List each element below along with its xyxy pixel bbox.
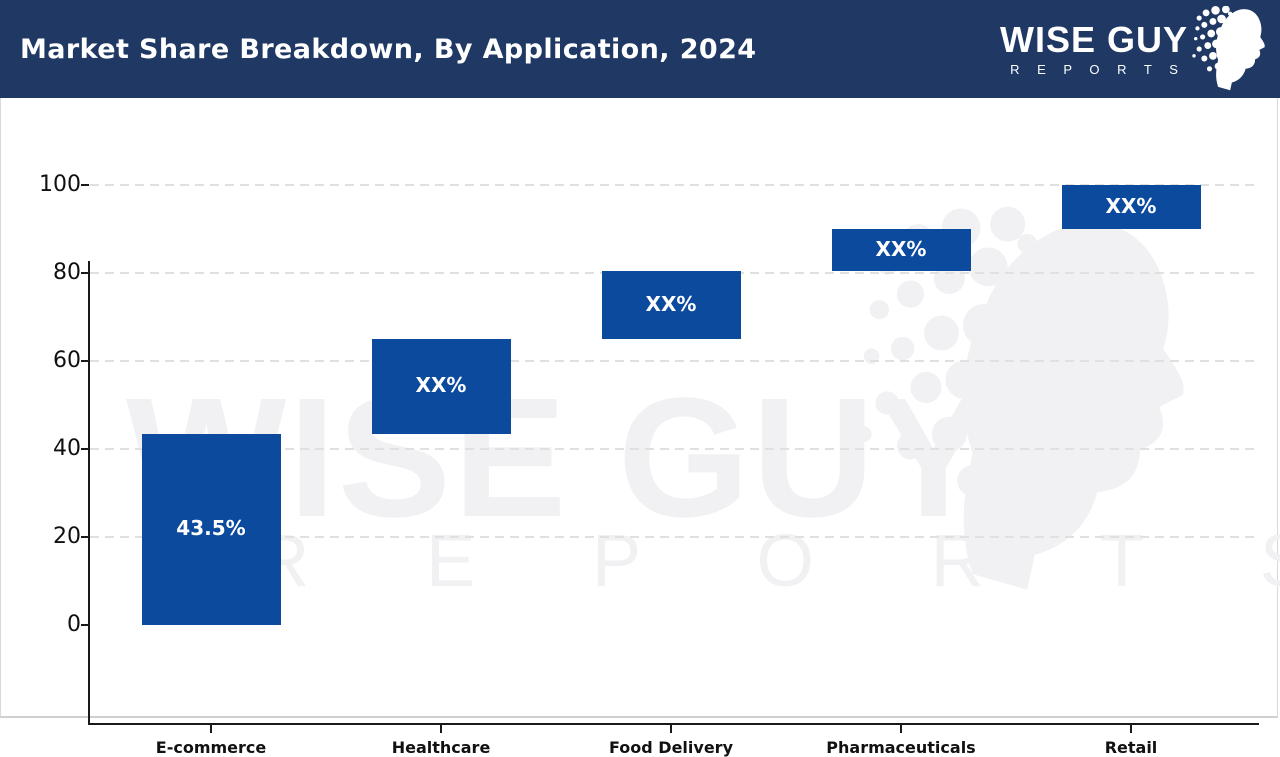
logo-wordmark: WISE GUY [999, 18, 1188, 60]
logo-subtext: R E P O R T S [1010, 61, 1185, 77]
bar-value-label: XX% [415, 373, 467, 398]
chart-title: Market Share Breakdown, By Application, … [20, 33, 757, 65]
bar-retail: XX% [1061, 185, 1201, 229]
y-tick-mark-40 [81, 448, 89, 450]
y-tick-mark-0 [81, 624, 89, 626]
logo-text: WISE GUY R E P O R T S [999, 18, 1188, 77]
watermark-subtext: R E P O R T S [256, 519, 1280, 602]
header-banner: Market Share Breakdown, By Application, … [0, 0, 1280, 98]
y-tick-label-40: 40 [53, 436, 81, 461]
gridline-y-100 [90, 184, 1259, 186]
x-axis-line [88, 723, 1259, 725]
y-tick-label-80: 80 [53, 260, 81, 285]
y-tick-label-100: 100 [39, 172, 81, 197]
x-category-label-2: Food Delivery [609, 738, 733, 757]
bar-food-delivery: XX% [601, 270, 741, 339]
x-category-label-3: Pharmaceuticals [826, 738, 976, 757]
x-tick-mark-1 [440, 725, 442, 733]
x-category-label-1: Healthcare [391, 738, 491, 757]
gridline-y-40 [90, 448, 1259, 450]
y-tick-mark-80 [81, 272, 89, 274]
y-tick-mark-20 [81, 536, 89, 538]
x-category-label-4: Retail [1104, 738, 1158, 757]
y-tick-mark-60 [81, 360, 89, 362]
x-tick-mark-0 [210, 725, 212, 733]
y-tick-mark-100 [81, 184, 89, 186]
y-tick-label-60: 60 [53, 348, 81, 373]
x-tick-mark-2 [670, 725, 672, 733]
dotted-head-profile-icon [1192, 6, 1270, 92]
bar-value-label: XX% [645, 291, 697, 316]
x-category-label-0: E-commerce [155, 738, 267, 757]
x-tick-mark-3 [900, 725, 902, 733]
wise-guy-reports-logo: WISE GUY R E P O R T S [1000, 0, 1280, 98]
y-tick-label-0: 0 [67, 612, 81, 637]
bar-value-label: XX% [1105, 194, 1157, 218]
bar-healthcare: XX% [371, 339, 511, 434]
chart-canvas: WISE GUY R E P O R T S 0 20 40 60 80 100 43.5%… [0, 98, 1280, 757]
bar-pharmaceuticals: XX% [831, 229, 971, 271]
bar-value-label: 43.5% [176, 516, 246, 541]
gridline-y-60 [90, 360, 1259, 362]
x-tick-mark-4 [1130, 725, 1132, 733]
bar-value-label: XX% [875, 236, 927, 261]
y-axis-line [88, 261, 90, 725]
gridline-y-20 [90, 536, 1259, 538]
y-tick-label-20: 20 [53, 524, 81, 549]
bar-e-commerce: 43.5% [141, 433, 281, 625]
